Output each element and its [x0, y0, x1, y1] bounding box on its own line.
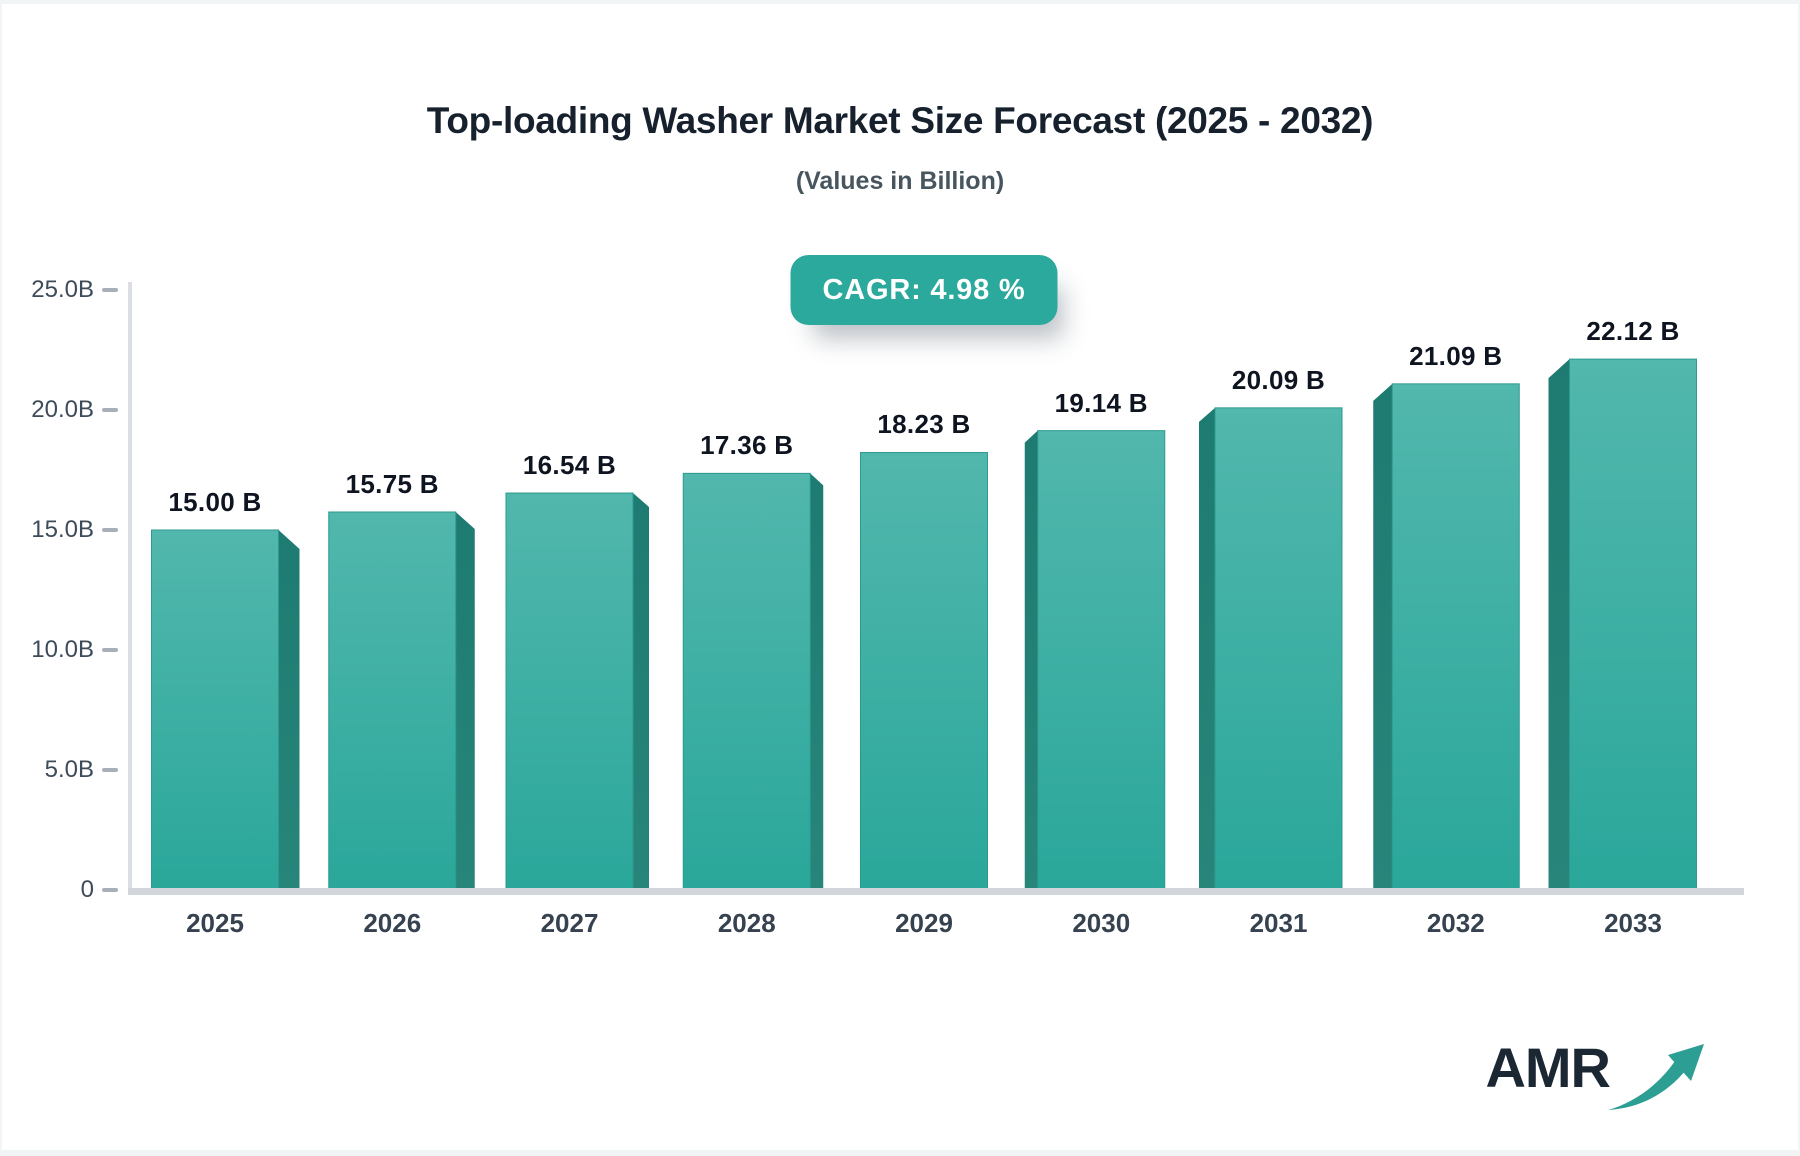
bar-2033[interactable]	[1569, 358, 1697, 891]
y-axis-tick-label: 5.0B	[44, 756, 94, 783]
y-axis-tick-label: 25.0B	[31, 276, 94, 303]
bar-value-label: 18.23 B	[877, 409, 971, 440]
y-axis-tick-label: 0	[80, 876, 94, 903]
bar-2031[interactable]	[1214, 407, 1343, 891]
y-axis-tick	[102, 528, 118, 532]
bar-side-2032	[1373, 383, 1393, 890]
x-axis-label-2025: 2025	[186, 908, 244, 938]
bar-value-label: 20.09 B	[1231, 364, 1326, 395]
bar-2028[interactable]	[682, 472, 811, 891]
y-axis-tick	[102, 648, 118, 652]
bar-value-label: 16.54 B	[522, 450, 617, 481]
amr-logo-text: AMR	[1485, 1036, 1611, 1099]
x-axis-label-2030: 2030	[1072, 908, 1131, 938]
y-axis-tick	[102, 288, 118, 292]
bar-side-2030	[1024, 430, 1038, 890]
amr-logo: AMR	[1485, 1032, 1706, 1118]
chart-card: Top-loading Washer Market Size Forecast …	[2, 4, 1798, 1150]
bar-2029[interactable]	[860, 451, 988, 891]
cagr-badge: CAGR: 4.98 %	[790, 255, 1058, 325]
bar-side-2026	[455, 512, 475, 890]
growth-arrow-icon	[1608, 1044, 1704, 1110]
x-axis-label-2028: 2028	[717, 908, 776, 938]
y-axis-tick	[102, 408, 118, 412]
x-axis-label-2032: 2032	[1426, 908, 1485, 938]
plot-area: 0 5.0B 10.0B 15.0B 20.0B 25.0B 15.00 B 2025 15.7…	[2, 4, 1798, 1150]
bar-side-2031	[1199, 407, 1215, 890]
bar-value-label: 15.75 B	[345, 469, 439, 499]
bar-side-2033	[1548, 359, 1570, 890]
x-axis-label-2029: 2029	[895, 908, 953, 938]
x-axis-label-2031: 2031	[1249, 908, 1308, 938]
y-axis-tick-label: 15.0B	[31, 516, 94, 543]
bar-2025[interactable]	[151, 529, 279, 891]
bar-side-2027	[633, 493, 649, 890]
bar-2026[interactable]	[328, 511, 457, 891]
bar-value-label: 17.36 B	[700, 430, 794, 461]
y-axis-tick	[102, 888, 118, 892]
bar-value-label: 19.14 B	[1054, 387, 1148, 418]
chart-subtitle: (Values in Billion)	[795, 167, 1005, 195]
bars-layer	[151, 358, 1697, 891]
bar-value-label: 21.09 B	[1409, 340, 1503, 371]
bar-value-label: 15.00 B	[168, 487, 262, 517]
x-axis-label-2026: 2026	[363, 908, 422, 938]
y-axis-tick-label: 20.0B	[31, 396, 94, 423]
bar-value-label: 22.12 B	[1586, 316, 1680, 347]
chart-title: Top-loading Washer Market Size Forecast …	[426, 100, 1374, 141]
x-axis-label-2027: 2027	[540, 908, 599, 938]
bar-side-2025	[278, 530, 300, 890]
bar-2027[interactable]	[505, 492, 634, 891]
y-axis-tick-label: 10.0B	[31, 636, 94, 663]
bar-2032[interactable]	[1391, 383, 1520, 891]
y-axis-line	[128, 282, 132, 892]
y-axis-tick	[102, 768, 118, 772]
x-axis-label-2033: 2033	[1604, 908, 1662, 938]
x-axis-line	[128, 888, 1744, 895]
bar-2030[interactable]	[1037, 430, 1166, 891]
bar-side-2028	[810, 473, 824, 890]
